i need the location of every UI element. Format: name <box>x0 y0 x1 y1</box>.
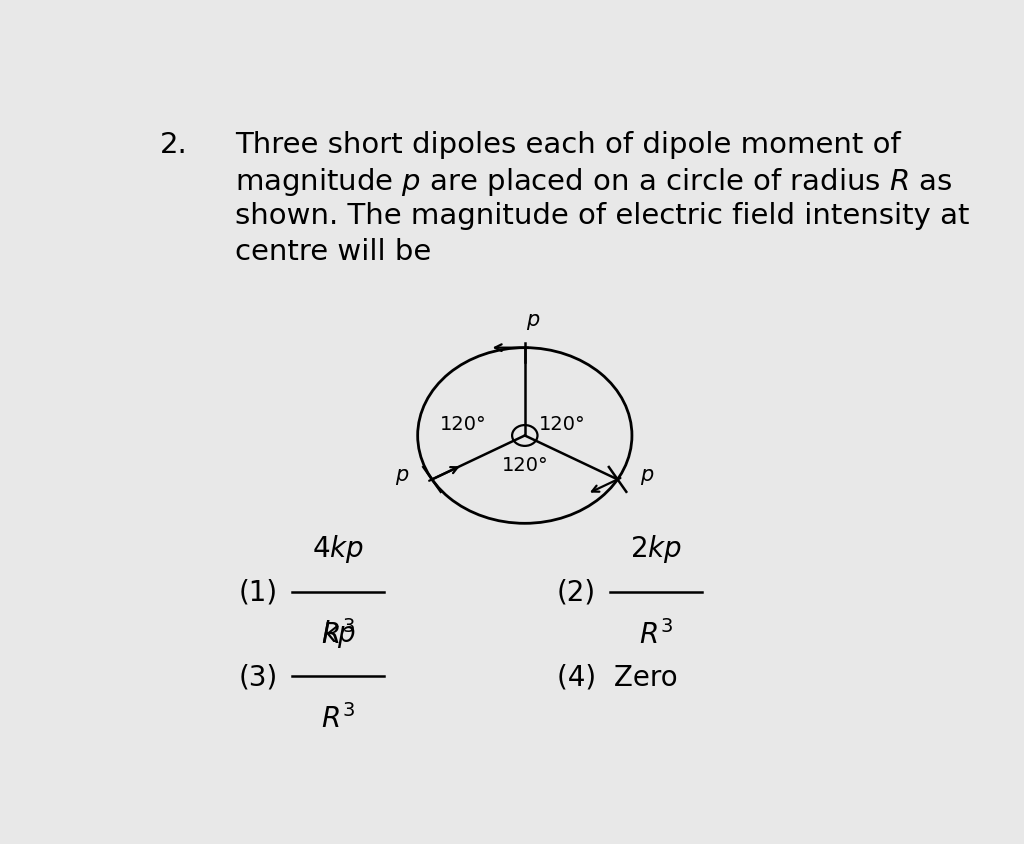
Text: (2): (2) <box>557 578 596 606</box>
Text: shown. The magnitude of electric field intensity at: shown. The magnitude of electric field i… <box>236 202 970 230</box>
Text: 120°: 120° <box>502 456 548 474</box>
Text: 120°: 120° <box>440 414 486 434</box>
Text: $2kp$: $2kp$ <box>630 533 682 565</box>
Text: magnitude $p$ are placed on a circle of radius $R$ as: magnitude $p$ are placed on a circle of … <box>236 166 952 198</box>
Text: $R^3$: $R^3$ <box>639 619 673 649</box>
Text: Three short dipoles each of dipole moment of: Three short dipoles each of dipole momen… <box>236 131 901 159</box>
Text: $p$: $p$ <box>395 467 410 487</box>
Text: (3): (3) <box>240 663 279 690</box>
Text: $R^3$: $R^3$ <box>322 619 355 649</box>
Text: $p$: $p$ <box>525 312 540 332</box>
Text: (1): (1) <box>240 578 279 606</box>
Text: $p$: $p$ <box>640 467 654 487</box>
Text: 2.: 2. <box>160 131 187 159</box>
Text: 120°: 120° <box>539 414 586 434</box>
Text: $4kp$: $4kp$ <box>312 533 365 565</box>
Text: (4)  Zero: (4) Zero <box>557 663 677 690</box>
Text: centre will be: centre will be <box>236 238 431 266</box>
Text: $kp$: $kp$ <box>322 617 355 649</box>
Text: $R^3$: $R^3$ <box>322 704 355 733</box>
